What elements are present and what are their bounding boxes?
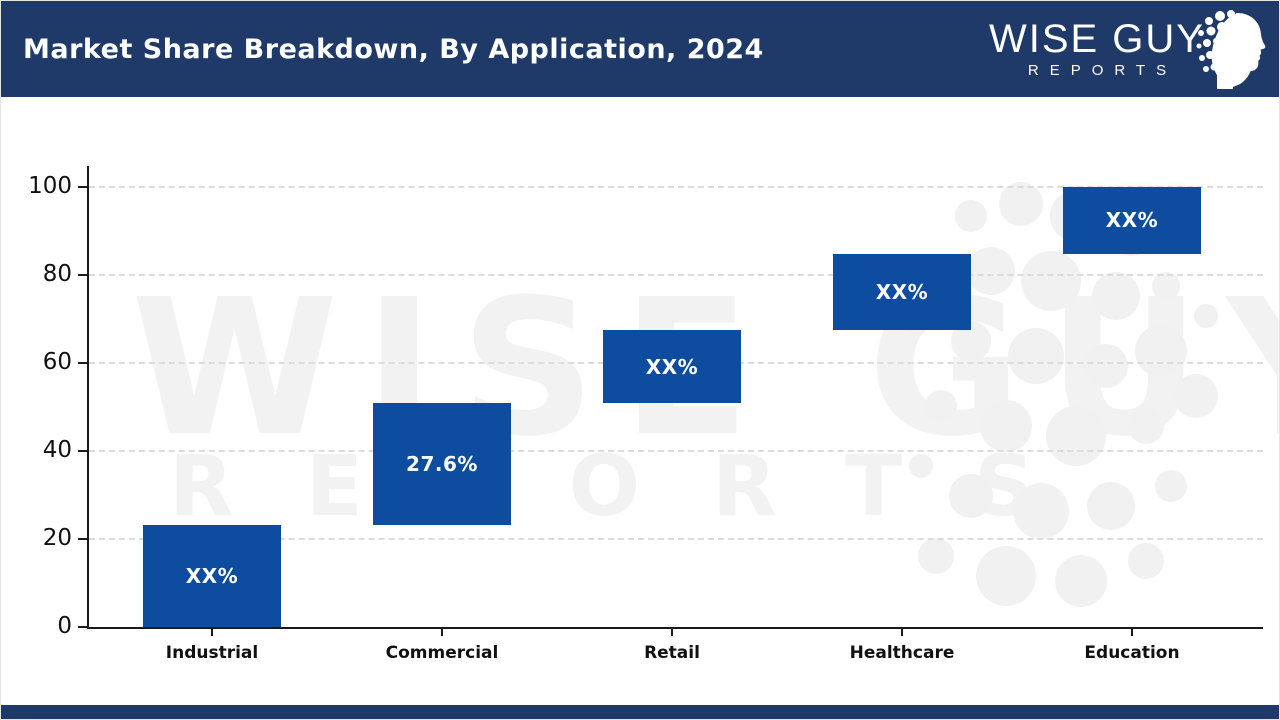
gridline-40 <box>89 450 1263 452</box>
bar-retail: XX% <box>603 330 741 404</box>
x-tickmark <box>441 629 443 636</box>
x-tickmark <box>671 629 673 636</box>
page-title: Market Share Breakdown, By Application, … <box>23 33 764 65</box>
header-bar: Market Share Breakdown, By Application, … <box>1 1 1279 97</box>
y-tickmark <box>78 186 87 188</box>
x-tick-label: Education <box>1084 643 1180 663</box>
x-axis-line <box>87 627 1263 629</box>
x-tick-label: Retail <box>644 643 700 663</box>
footer-bar <box>1 705 1279 719</box>
x-tickmark <box>211 629 213 636</box>
bar-value-label: XX% <box>1105 208 1159 233</box>
bar-value-label: XX% <box>875 280 929 305</box>
x-tickmark <box>901 629 903 636</box>
y-tick-label: 0 <box>57 613 72 639</box>
y-axis-line <box>87 166 89 629</box>
y-tickmark <box>78 538 87 540</box>
bar-value-label: XX% <box>185 563 239 588</box>
brand-subname: REPORTS <box>1027 62 1178 79</box>
brand-logo: WISE GUY REPORTS <box>989 9 1267 89</box>
bar-commercial: 27.6% <box>373 403 511 525</box>
x-tick-label: Commercial <box>385 643 499 663</box>
brand-logo-text: WISE GUY REPORTS <box>989 19 1205 79</box>
x-tick-label: Industrial <box>165 643 259 663</box>
bar-value-label: XX% <box>645 354 699 379</box>
y-tick-label: 40 <box>42 437 72 463</box>
bar-value-label: 27.6% <box>406 452 478 477</box>
gridline-20 <box>89 538 1263 540</box>
y-tickmark <box>78 362 87 364</box>
y-tick-label: 20 <box>42 525 72 551</box>
y-tick-label: 80 <box>42 261 72 287</box>
bar-industrial: XX% <box>143 524 281 627</box>
y-tick-label: 100 <box>28 173 72 199</box>
bar-education: XX% <box>1063 187 1201 254</box>
gridline-80 <box>89 274 1263 276</box>
gridline-100 <box>89 186 1263 188</box>
x-tickmark <box>1131 629 1133 636</box>
y-tickmark <box>78 626 87 628</box>
brand-name: WISE GUY <box>988 17 1205 61</box>
y-tickmark <box>78 274 87 276</box>
brand-head-icon <box>1196 10 1266 89</box>
y-tick-label: 60 <box>42 349 72 375</box>
x-tick-label: Healthcare <box>849 643 955 663</box>
bar-healthcare: XX% <box>833 253 971 331</box>
y-tickmark <box>78 450 87 452</box>
